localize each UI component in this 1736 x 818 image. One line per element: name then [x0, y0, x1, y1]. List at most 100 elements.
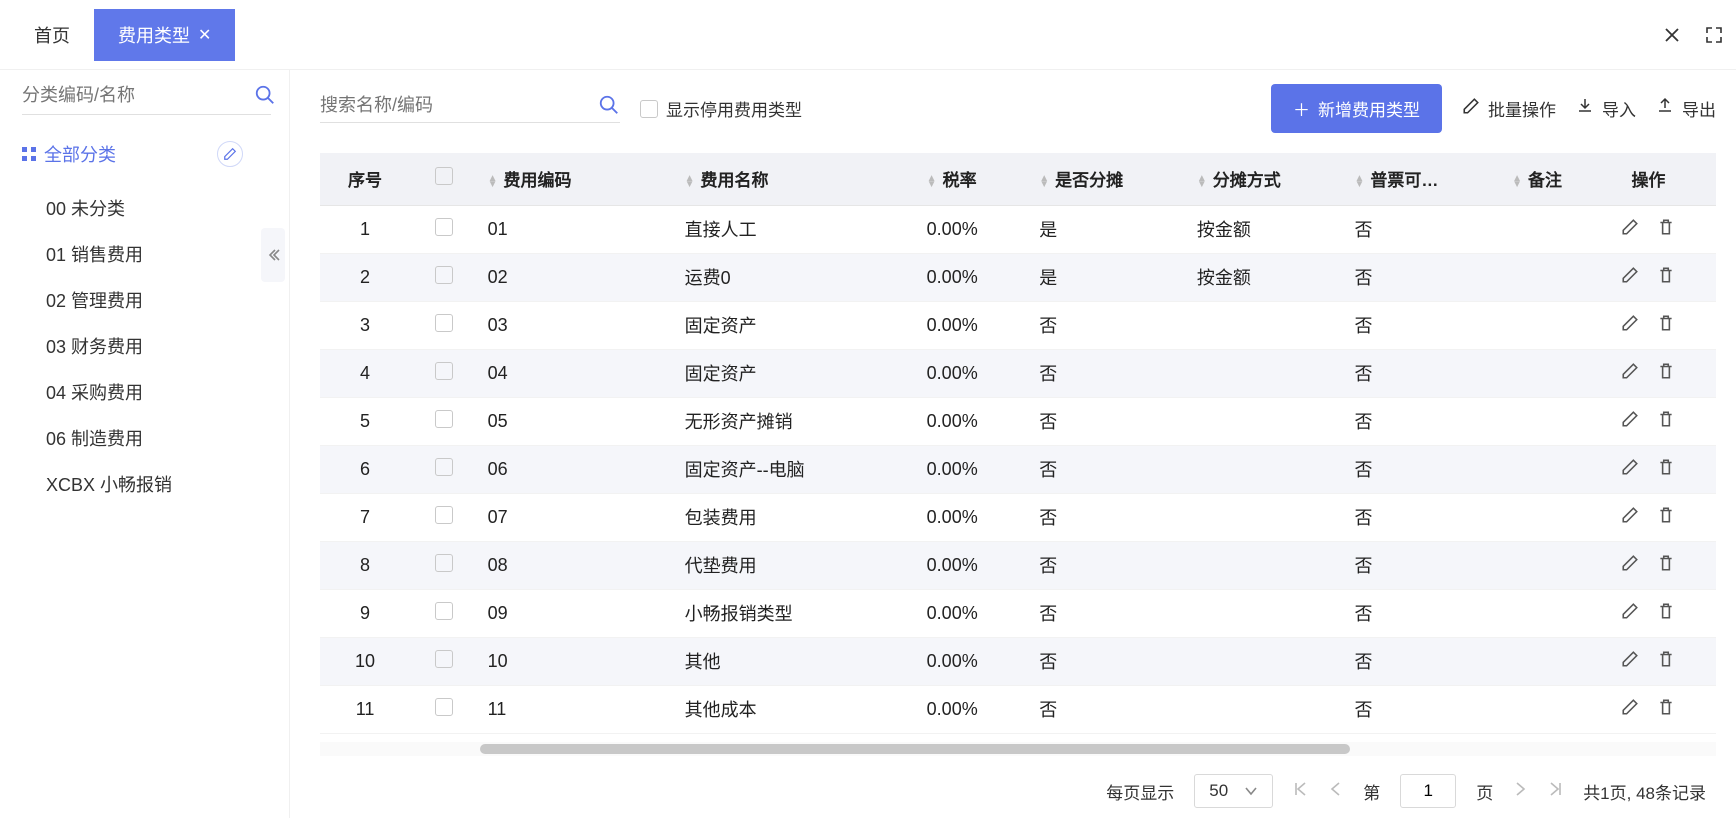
delete-row-icon[interactable] [1657, 506, 1675, 529]
cell-checkbox[interactable] [410, 205, 478, 253]
per-page-select[interactable]: 50 [1194, 774, 1273, 808]
edit-row-icon[interactable] [1621, 698, 1639, 721]
sidebar-item[interactable]: 00 未分类 [22, 185, 271, 231]
delete-row-icon[interactable] [1657, 362, 1675, 385]
cell-invoice: 否 [1344, 397, 1502, 445]
content: 显示停用费用类型 ＋ 新增费用类型 批量操作 导入 导出 [290, 70, 1736, 818]
tab-home[interactable]: 首页 [10, 9, 94, 61]
sidebar-item[interactable]: XCBX 小畅报销 [22, 461, 271, 507]
th-checkbox[interactable] [410, 153, 478, 205]
horizontal-scrollbar[interactable] [320, 742, 1716, 756]
prev-page-icon[interactable] [1329, 781, 1343, 802]
sidebar-item[interactable]: 06 制造费用 [22, 415, 271, 461]
cell-checkbox[interactable] [410, 445, 478, 493]
cell-checkbox[interactable] [410, 349, 478, 397]
cell-seq: 3 [320, 301, 410, 349]
batch-action-button[interactable]: 批量操作 [1462, 96, 1556, 121]
sidebar-root-all[interactable]: 全部分类 [22, 133, 271, 175]
page-input[interactable] [1400, 774, 1456, 808]
first-page-icon[interactable] [1293, 781, 1309, 802]
cell-seq: 1 [320, 205, 410, 253]
edit-icon [1462, 97, 1480, 120]
th-method[interactable]: ▲▼分摊方式 [1187, 153, 1345, 205]
edit-row-icon[interactable] [1621, 554, 1639, 577]
edit-row-icon[interactable] [1621, 650, 1639, 673]
close-all-icon[interactable] [1660, 23, 1684, 47]
delete-row-icon[interactable] [1657, 698, 1675, 721]
edit-row-icon[interactable] [1621, 314, 1639, 337]
edit-category-icon[interactable] [217, 141, 243, 167]
sidebar-search-input[interactable] [22, 85, 254, 106]
cell-checkbox[interactable] [410, 397, 478, 445]
cell-checkbox[interactable] [410, 493, 478, 541]
search-icon[interactable] [598, 94, 620, 116]
cell-op [1581, 253, 1716, 301]
edit-row-icon[interactable] [1621, 602, 1639, 625]
th-invoice[interactable]: ▲▼普票可… [1344, 153, 1502, 205]
delete-row-icon[interactable] [1657, 602, 1675, 625]
cell-op [1581, 205, 1716, 253]
import-button[interactable]: 导入 [1576, 96, 1636, 121]
close-icon[interactable]: ✕ [198, 25, 211, 45]
new-expense-type-button[interactable]: ＋ 新增费用类型 [1271, 84, 1442, 133]
cell-op [1581, 541, 1716, 589]
delete-row-icon[interactable] [1657, 554, 1675, 577]
edit-row-icon[interactable] [1621, 458, 1639, 481]
edit-row-icon[interactable] [1621, 266, 1639, 289]
edit-row-icon[interactable] [1621, 362, 1639, 385]
sidebar-item[interactable]: 01 销售费用 [22, 231, 271, 277]
search-icon[interactable] [254, 84, 276, 106]
cell-share: 否 [1029, 685, 1187, 733]
table-search-input[interactable] [320, 95, 598, 116]
sidebar-item[interactable]: 04 采购费用 [22, 369, 271, 415]
cell-op [1581, 685, 1716, 733]
import-label: 导入 [1602, 96, 1636, 121]
scrollbar-thumb[interactable] [480, 744, 1350, 754]
cell-checkbox[interactable] [410, 637, 478, 685]
cell-name: 其他 [675, 637, 917, 685]
delete-row-icon[interactable] [1657, 218, 1675, 241]
th-seq[interactable]: 序号 [320, 153, 410, 205]
cell-checkbox[interactable] [410, 301, 478, 349]
show-disabled-checkbox[interactable]: 显示停用费用类型 [640, 96, 802, 121]
delete-row-icon[interactable] [1657, 410, 1675, 433]
table-row: 404固定资产0.00%否否 [320, 349, 1716, 397]
tab-expense-type[interactable]: 费用类型 ✕ [94, 9, 235, 61]
cell-name: 代垫费用 [675, 541, 917, 589]
cell-seq: 7 [320, 493, 410, 541]
cell-checkbox[interactable] [410, 541, 478, 589]
cell-share: 否 [1029, 301, 1187, 349]
cell-rate: 0.00% [917, 205, 1030, 253]
delete-row-icon[interactable] [1657, 266, 1675, 289]
cell-remark [1502, 541, 1581, 589]
delete-row-icon[interactable] [1657, 650, 1675, 673]
sidebar: 全部分类 00 未分类01 销售费用02 管理费用03 财务费用04 采购费用0… [0, 70, 290, 818]
collapse-sidebar-icon[interactable] [261, 228, 285, 282]
cell-checkbox[interactable] [410, 685, 478, 733]
cell-name: 固定资产 [675, 301, 917, 349]
cell-share: 否 [1029, 589, 1187, 637]
delete-row-icon[interactable] [1657, 314, 1675, 337]
cell-checkbox[interactable] [410, 253, 478, 301]
last-page-icon[interactable] [1547, 781, 1563, 802]
cell-method [1187, 445, 1345, 493]
cell-seq: 4 [320, 349, 410, 397]
cell-code: 03 [478, 301, 675, 349]
cell-name: 固定资产 [675, 349, 917, 397]
sidebar-item[interactable]: 03 财务费用 [22, 323, 271, 369]
th-code[interactable]: ▲▼费用编码 [478, 153, 675, 205]
edit-row-icon[interactable] [1621, 218, 1639, 241]
th-remark[interactable]: ▲▼备注 [1502, 153, 1581, 205]
next-page-icon[interactable] [1513, 781, 1527, 802]
cell-remark [1502, 445, 1581, 493]
edit-row-icon[interactable] [1621, 506, 1639, 529]
delete-row-icon[interactable] [1657, 458, 1675, 481]
th-rate[interactable]: ▲▼税率 [917, 153, 1030, 205]
cell-checkbox[interactable] [410, 589, 478, 637]
th-name[interactable]: ▲▼费用名称 [675, 153, 917, 205]
th-share[interactable]: ▲▼是否分摊 [1029, 153, 1187, 205]
edit-row-icon[interactable] [1621, 410, 1639, 433]
export-button[interactable]: 导出 [1656, 96, 1716, 121]
sidebar-item[interactable]: 02 管理费用 [22, 277, 271, 323]
fullscreen-icon[interactable] [1702, 23, 1726, 47]
